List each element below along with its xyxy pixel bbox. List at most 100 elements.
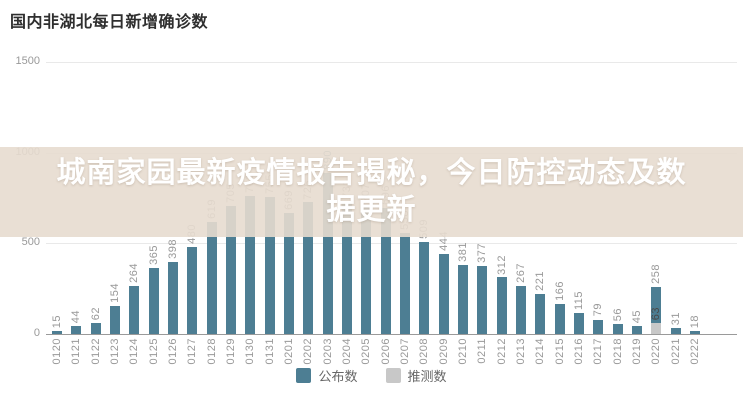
bar-rect xyxy=(380,207,391,334)
x-axis-tick-label: 0123 xyxy=(108,338,121,365)
x-axis-tick-label: 0209 xyxy=(437,338,450,365)
bar-published-0213[interactable] xyxy=(515,285,526,334)
bar-rect xyxy=(245,195,256,334)
bar-published-0126[interactable] xyxy=(167,261,178,334)
x-axis-tick-label: 0130 xyxy=(244,338,257,365)
legend-item-published[interactable]: 公布数 xyxy=(296,366,358,385)
bar-value-label: 398 xyxy=(166,238,179,259)
x-axis-tick-label: 0219 xyxy=(630,338,643,365)
bar-published-0203[interactable] xyxy=(322,172,333,334)
published-swatch-icon xyxy=(296,368,312,383)
x-axis-tick-label: 0215 xyxy=(553,338,566,365)
bar-published-0131[interactable] xyxy=(264,197,275,334)
bar-published-0129[interactable] xyxy=(225,206,236,334)
bar-rect xyxy=(631,325,642,334)
bar-value-label: 365 xyxy=(147,244,160,265)
bar-published-0127[interactable] xyxy=(187,246,198,334)
bar-published-0125[interactable] xyxy=(148,267,159,334)
bar-published-0212[interactable] xyxy=(496,277,507,334)
bar-value-label: 79 xyxy=(592,303,605,317)
bar-published-0205[interactable] xyxy=(361,205,372,334)
x-axis-tick-label: 0222 xyxy=(688,338,701,365)
bar-published-0209[interactable] xyxy=(438,253,449,334)
chart-title: 国内非湖北每日新增确诊数 xyxy=(10,14,209,31)
bar-value-label: 166 xyxy=(553,281,566,301)
bar-rect xyxy=(187,246,198,334)
x-axis-tick-label: 0203 xyxy=(321,338,334,365)
bar-published-0121[interactable] xyxy=(71,326,82,334)
bar-published-0202[interactable] xyxy=(303,202,314,334)
x-axis-tick-label: 0204 xyxy=(340,338,353,365)
bar-published-0130[interactable] xyxy=(245,195,256,334)
bar-rect xyxy=(109,306,120,334)
bar-published-0214[interactable] xyxy=(535,293,546,334)
bar-rect xyxy=(670,328,681,334)
x-axis-tick-label: 0212 xyxy=(495,338,508,365)
estimated-swatch-icon xyxy=(385,368,401,383)
bar-published-0211[interactable] xyxy=(477,265,488,334)
bar-published-0216[interactable] xyxy=(573,313,584,334)
bar-value-label: 56 xyxy=(611,307,624,321)
overlay-banner: 城南家园最新疫情报告揭秘，今日防控动态及数 据更新 xyxy=(0,147,743,237)
x-axis-tick-label: 0202 xyxy=(302,338,315,365)
x-axis-tick-label: 0208 xyxy=(418,338,431,365)
bar-published-0120[interactable] xyxy=(52,331,62,334)
bar-value-label: 45 xyxy=(630,309,643,323)
bar-value-label: 62 xyxy=(89,306,102,320)
x-axis-tick-label: 0216 xyxy=(572,338,585,365)
bar-published-0122[interactable] xyxy=(90,322,101,334)
bar-rect xyxy=(167,261,178,334)
x-axis-tick-label: 0210 xyxy=(456,338,469,365)
bar-rect xyxy=(612,323,623,334)
bar-published-0218[interactable] xyxy=(612,323,623,334)
x-axis-tick-label: 0121 xyxy=(70,338,83,365)
bar-published-0221[interactable] xyxy=(670,328,681,334)
legend-label: 推测数 xyxy=(407,369,447,384)
bar-value-label: 312 xyxy=(495,254,508,275)
bar-published-0207[interactable] xyxy=(399,232,410,334)
bar-published-0128[interactable] xyxy=(206,221,217,334)
bar-rect xyxy=(129,286,140,334)
bar-rect xyxy=(496,277,507,334)
bar-published-0220[interactable] xyxy=(651,287,662,334)
bar-rect xyxy=(399,232,410,334)
overlay-banner-line1: 城南家园最新疫情报告揭秘，今日防控动态及数 xyxy=(56,157,687,189)
bar-published-0219[interactable] xyxy=(631,325,642,334)
bar-published-0204[interactable] xyxy=(341,201,352,334)
y-axis-tick-label: 500 xyxy=(21,236,40,249)
x-axis-tick-label: 0217 xyxy=(592,338,605,365)
bar-published-0222[interactable] xyxy=(689,330,700,334)
bar-rect xyxy=(148,267,159,334)
bar-rect xyxy=(303,202,314,334)
bar-value-label: 18 xyxy=(688,314,701,328)
bar-value-label: 44 xyxy=(70,309,83,324)
bar-published-0201[interactable] xyxy=(283,212,294,334)
bar-rect xyxy=(515,285,526,334)
bar-rect xyxy=(554,303,565,334)
bar-rect xyxy=(689,330,700,334)
legend-item-estimated[interactable]: 推测数 xyxy=(385,366,447,385)
bar-rect xyxy=(419,241,430,334)
bar-value-label: 377 xyxy=(476,242,489,263)
bar-published-0215[interactable] xyxy=(554,303,565,334)
x-axis-tick-label: 0211 xyxy=(476,338,489,364)
x-axis-tick-label: 0220 xyxy=(650,338,663,365)
bar-published-0208[interactable] xyxy=(419,241,430,334)
bar-rect xyxy=(90,322,101,334)
bar-published-0124[interactable] xyxy=(129,286,140,334)
bar-rect xyxy=(206,221,217,334)
bar-published-0206[interactable] xyxy=(380,207,391,334)
bar-rect xyxy=(477,265,488,334)
bar-rect xyxy=(535,293,546,334)
bar-value-label: 154 xyxy=(108,283,121,304)
bar-published-0210[interactable] xyxy=(457,264,468,334)
bar-rect xyxy=(264,197,275,334)
x-axis-tick-label: 0126 xyxy=(166,338,179,365)
x-axis-tick-label: 0207 xyxy=(398,338,411,365)
bar-rect xyxy=(71,326,82,334)
bar-published-0217[interactable] xyxy=(593,319,604,334)
bar-published-0123[interactable] xyxy=(109,306,120,334)
x-axis-line xyxy=(46,334,737,335)
bar-estimated-0220[interactable] xyxy=(651,322,662,334)
